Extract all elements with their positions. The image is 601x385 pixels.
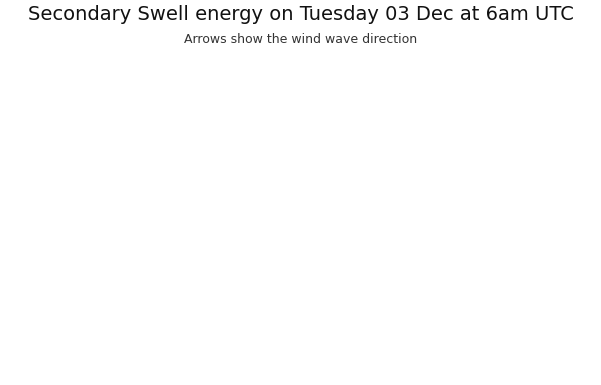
Text: Map unavailable: Map unavailable [243, 211, 358, 224]
Text: Arrows show the wind wave direction: Arrows show the wind wave direction [184, 33, 417, 45]
Text: Secondary Swell energy on Tuesday 03 Dec at 6am UTC: Secondary Swell energy on Tuesday 03 Dec… [28, 5, 573, 23]
